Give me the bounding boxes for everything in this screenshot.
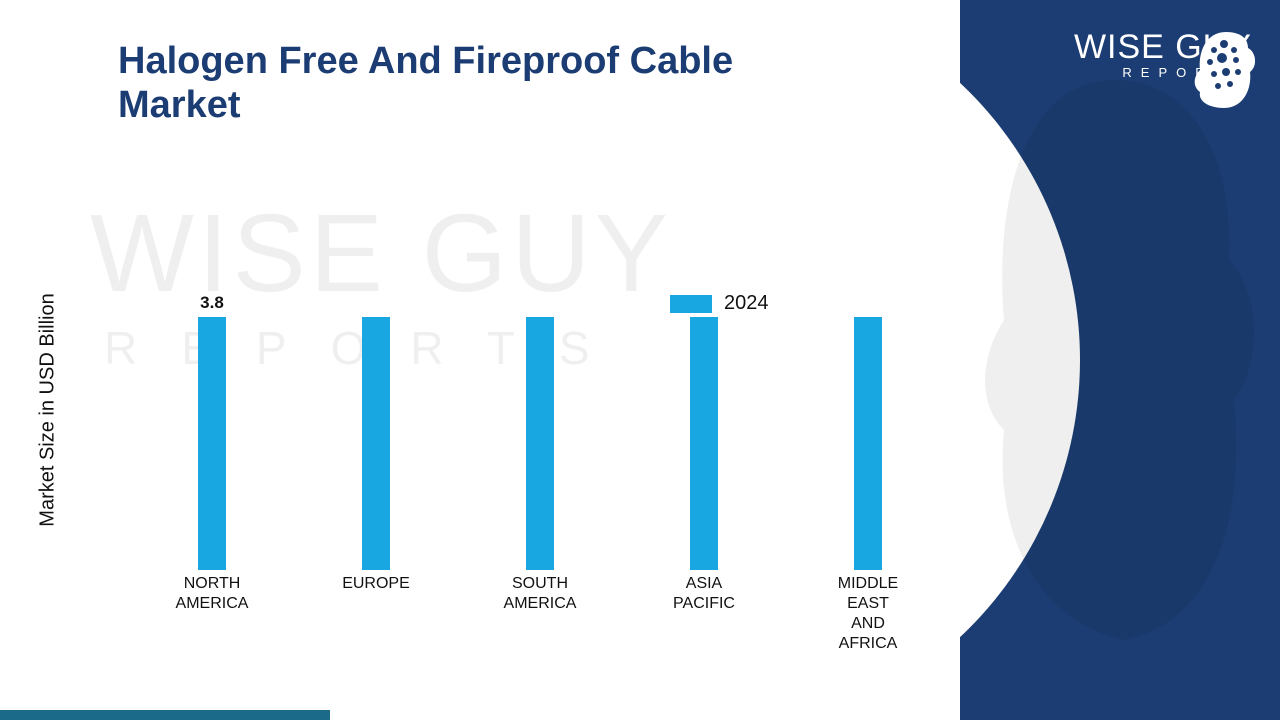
bar [198,317,226,570]
bar [854,317,882,570]
x-tick-label: EUROPE [301,574,451,654]
legend-swatch [670,295,712,313]
bar-chart: Market Size in USD Billion 3.8 NORTH AME… [60,160,960,660]
bar-column [301,293,451,570]
y-axis-label: Market Size in USD Billion [37,293,60,526]
bar-column: 3.8 [137,293,287,570]
legend-label: 2024 [724,292,769,315]
x-tick-label: NORTH AMERICA [137,574,287,654]
bar [526,317,554,570]
plot-area: 3.8 [130,170,950,570]
bar [362,317,390,570]
x-tick-label: MIDDLE EAST AND AFRICA [793,574,943,654]
x-tick-label: SOUTH AMERICA [465,574,615,654]
bar-value-label: 3.8 [200,293,224,313]
x-tick-label: ASIA PACIFIC [629,574,779,654]
bar-column [629,293,779,570]
brand-logo: WISE GUY REPORTS [952,28,1252,82]
x-axis-labels: NORTH AMERICAEUROPESOUTH AMERICAASIA PAC… [130,574,950,654]
canvas: WISE GUY REPORTS Halogen Free And Firepr… [0,0,1280,720]
bar-column [793,293,943,570]
bars-container: 3.8 [130,170,950,570]
bottom-accent-bar [0,710,330,720]
brand-head-icon [1188,30,1258,110]
legend: 2024 [670,292,769,315]
bar-column [465,293,615,570]
bar [690,317,718,570]
chart-title: Halogen Free And Fireproof Cable Market [118,40,838,127]
